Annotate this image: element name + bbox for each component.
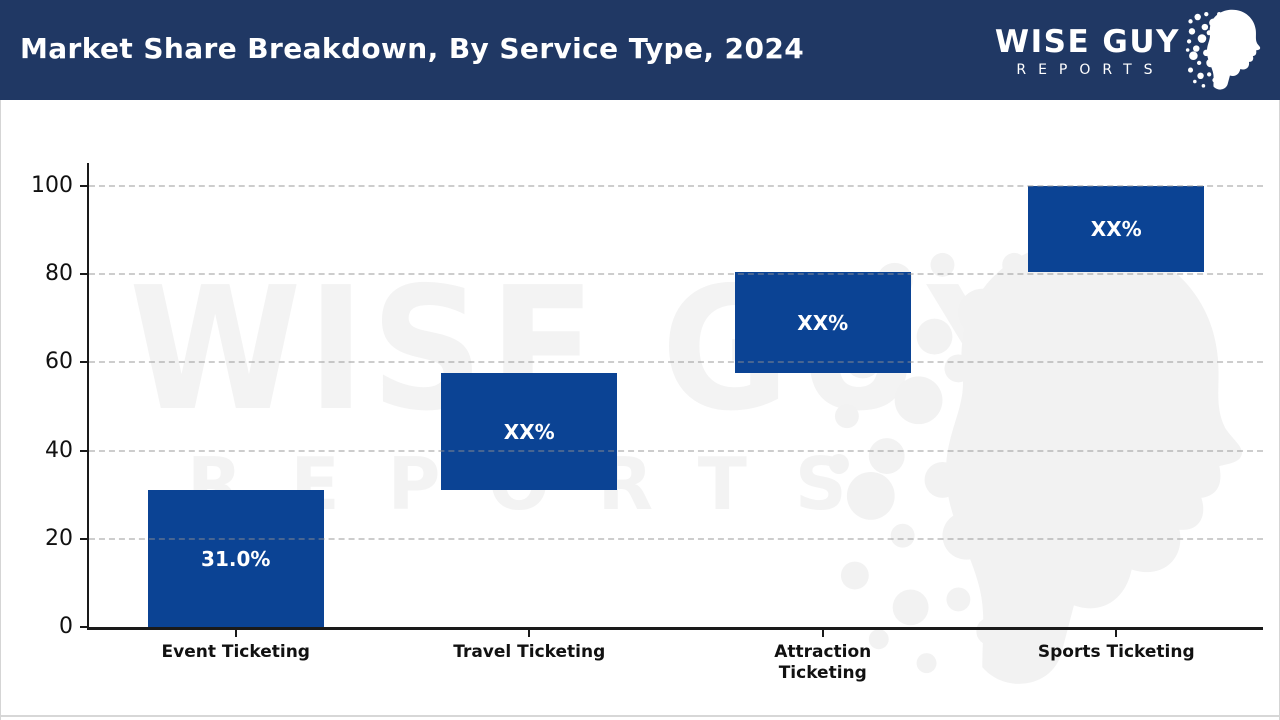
- y-tick-mark: [80, 361, 87, 364]
- bar-value-label: XX%: [503, 419, 555, 444]
- gridline: [89, 185, 1263, 187]
- page-title: Market Share Breakdown, By Service Type,…: [20, 32, 805, 66]
- header-bar: Market Share Breakdown, By Service Type,…: [0, 0, 1280, 100]
- y-tick-label: 40: [45, 437, 73, 463]
- bar-travel-ticketing: [441, 373, 618, 491]
- y-tick-mark: [80, 537, 87, 540]
- x-axis-line: [87, 627, 1263, 630]
- y-tick-label: 100: [31, 173, 73, 198]
- gridline: [89, 537, 1263, 540]
- y-tick-label: 60: [45, 349, 73, 375]
- brand-text: WISE GUY REPORTS: [995, 26, 1180, 78]
- bar-value-label: XX%: [1090, 217, 1142, 242]
- x-tick-mark: [821, 630, 824, 637]
- x-axis-label: Travel Ticketing: [453, 642, 606, 662]
- x-axis-label: Attraction Ticketing: [774, 642, 872, 684]
- gridline: [89, 361, 1263, 364]
- x-axis-label: Event Ticketing: [161, 642, 310, 662]
- y-tick-label: 80: [45, 261, 73, 287]
- x-tick-mark: [528, 630, 531, 637]
- x-tick-mark: [234, 630, 237, 637]
- brand-logo: WISE GUY REPORTS: [995, 0, 1270, 100]
- gridline: [89, 449, 1263, 452]
- y-axis-line: [87, 163, 89, 629]
- y-tick-label: 0: [59, 614, 73, 639]
- bar-attraction-ticketing: [734, 272, 911, 373]
- gridline: [89, 273, 1263, 276]
- bar-sports-ticketing: [1028, 186, 1205, 273]
- y-tick-mark: [80, 449, 87, 452]
- chart-canvas: WISE GUY REPORTS 02040608010031.0%Event …: [0, 100, 1280, 720]
- brand-subtitle: REPORTS: [1016, 61, 1165, 78]
- bar-value-label: XX%: [797, 310, 849, 335]
- y-tick-mark: [80, 273, 87, 276]
- y-tick-label: 20: [45, 525, 73, 551]
- x-tick-mark: [1115, 630, 1118, 637]
- plot-area: 0 20 40 60 80 100 31.0% Event Ticketing XX% Trave…: [31, 163, 1263, 683]
- bar-event-ticketing: [147, 490, 324, 627]
- x-axis-label: Sports Ticketing: [1037, 642, 1195, 662]
- wiseguy-head-icon: [1185, 9, 1261, 90]
- bar-value-label: 31.0%: [201, 546, 271, 571]
- brand-name: WISE GUY: [994, 24, 1180, 60]
- y-tick-mark: [80, 626, 87, 628]
- y-tick-mark: [80, 185, 87, 187]
